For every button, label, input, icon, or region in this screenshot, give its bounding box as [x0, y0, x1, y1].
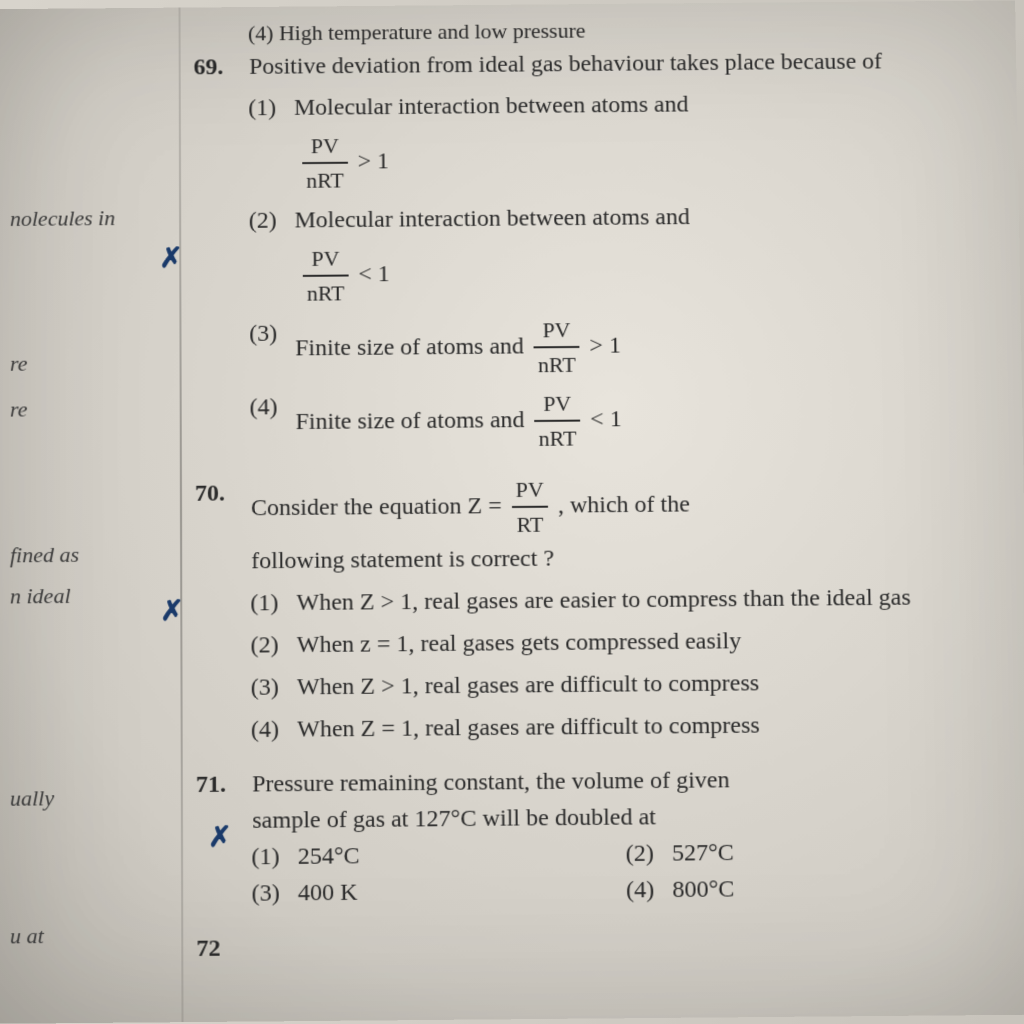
option-number: (1)	[250, 585, 290, 621]
fraction: PV nRT	[302, 129, 348, 197]
margin-note: ually	[10, 784, 181, 812]
option-2: (2) When z = 1, real gases gets compress…	[195, 621, 996, 664]
option-number: (4)	[251, 712, 291, 749]
option-text: 400 K	[298, 880, 358, 907]
option-number: (2)	[249, 203, 289, 239]
option-number: (1)	[251, 839, 291, 876]
option-text: When Z = 1, real gases are difficult to …	[297, 705, 994, 747]
fraction: PV RT	[512, 473, 549, 541]
page-surface: nolecules in re re fined as n ideal uall…	[0, 0, 1024, 1023]
option-text: When z = 1, real gases gets compressed e…	[297, 621, 993, 663]
option-number: (3)	[249, 316, 289, 352]
option-4: (4) Finite size of atoms and PV nRT < 1	[195, 383, 993, 458]
option-text: 527°C	[672, 840, 734, 867]
pen-mark-icon: ✗	[160, 591, 184, 633]
question-stem: Pressure remaining constant, the volume …	[252, 760, 995, 839]
fraction: PV nRT	[534, 313, 580, 381]
option-text: When Z > 1, real gases are difficult to …	[297, 663, 994, 705]
option-text: Finite size of atoms and PV nRT > 1	[295, 310, 988, 384]
option-number: (2)	[250, 627, 290, 664]
option-2-formula: PV nRT < 1	[194, 236, 990, 310]
left-margin: nolecules in re re fined as n ideal uall…	[0, 8, 181, 1024]
option-number: (1)	[248, 90, 288, 126]
option-number: (4)	[626, 872, 667, 909]
fraction: PV nRT	[303, 242, 349, 310]
question-70: 70. Consider the equation Z = PV RT , wh…	[195, 469, 998, 749]
question-stem: Positive deviation from ideal gas behavi…	[249, 43, 983, 85]
pen-mark-icon: ✗	[208, 817, 232, 860]
option-1-formula: PV nRT > 1	[194, 124, 989, 198]
option-number: (2)	[626, 835, 667, 872]
question-number: 72	[196, 930, 247, 967]
question-stem: Consider the equation Z = PV RT , which …	[251, 469, 991, 579]
main-content: (4) High temperature and low pressure 69…	[193, 1, 1002, 986]
question-number: 70.	[195, 475, 245, 511]
pen-mark-icon: ✗	[159, 238, 182, 280]
margin-note: u at	[10, 922, 181, 950]
margin-note: fined as	[10, 541, 180, 569]
option-3: (3) 400 K	[252, 872, 627, 912]
option-text: 800°C	[672, 876, 734, 903]
option-3: (3) Finite size of atoms and PV nRT > 1	[194, 310, 991, 385]
question-71: 71. Pressure remaining constant, the vol…	[196, 760, 1001, 913]
option-4: (4) When Z = 1, real gases are difficult…	[196, 705, 998, 748]
option-text: When Z > 1, real gases are easier to com…	[296, 579, 991, 621]
option-text: Molecular interaction between atoms and	[294, 84, 983, 125]
option-1: (1) Molecular interaction between atoms …	[194, 84, 988, 126]
fraction: PV nRT	[534, 387, 580, 455]
option-text: Molecular interaction between atoms and	[294, 197, 985, 239]
margin-note: nolecules in	[10, 205, 179, 232]
question-72-partial: 72	[196, 924, 1001, 968]
question-number: 69.	[194, 49, 244, 85]
question-number: 71.	[196, 766, 246, 803]
option-number: (3)	[251, 669, 291, 706]
option-1: ✗ (1) When Z > 1, real gases are easier …	[195, 579, 996, 622]
option-number: (3)	[252, 875, 292, 912]
option-row-2: (3) 400 K (4) 800°C	[196, 869, 1001, 913]
option-number: (4)	[249, 389, 289, 425]
option-3: (3) When Z > 1, real gases are difficult…	[196, 663, 998, 706]
option-text: 254°C	[298, 843, 360, 870]
option-text: Finite size of atoms and PV nRT < 1	[295, 383, 989, 457]
option-2: ✗ (2) Molecular interaction between atom…	[194, 197, 989, 240]
margin-note: re	[10, 395, 180, 422]
margin-note: n ideal	[10, 582, 180, 610]
option-4: (4) 800°C	[626, 869, 1001, 909]
option-2: (2) 527°C	[626, 832, 1001, 872]
question-69: (4) High temperature and low pressure 69…	[193, 10, 993, 457]
option-1: (1) 254°C	[251, 836, 626, 876]
margin-note: re	[10, 349, 180, 376]
